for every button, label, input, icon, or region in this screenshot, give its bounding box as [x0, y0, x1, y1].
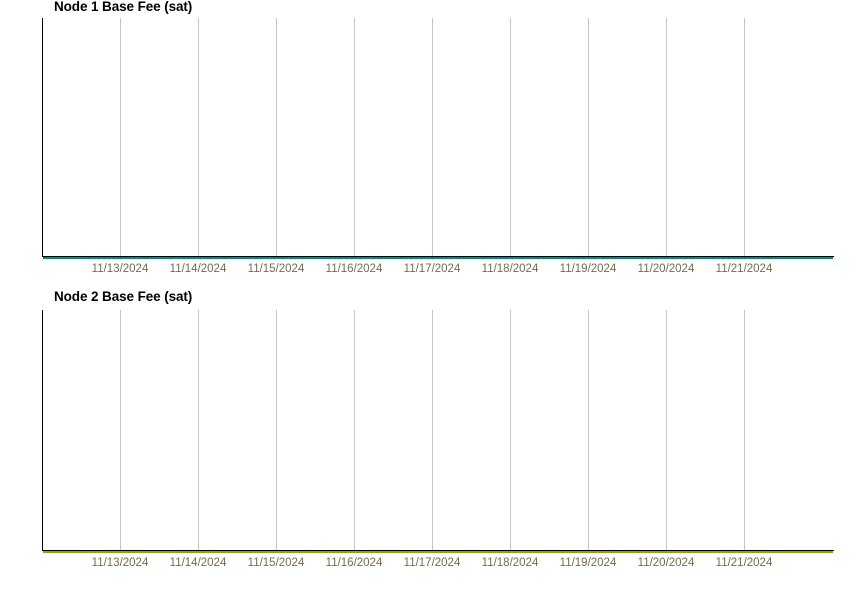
gridline — [666, 310, 667, 550]
x-tick-labels-node-1: 11/13/2024 11/14/2024 11/15/2024 11/16/2… — [42, 262, 833, 278]
series-line-node-1-base-fee — [43, 257, 833, 259]
x-tick-label: 11/20/2024 — [637, 557, 695, 569]
y-axis-node-1 — [42, 18, 43, 257]
x-tick-label: 11/17/2024 — [403, 557, 461, 569]
gridline — [354, 310, 355, 550]
chart-title-node-1: Node 1 Base Fee (sat) — [54, 0, 193, 14]
x-tick-label: 11/15/2024 — [247, 557, 305, 569]
x-tick-label: 11/13/2024 — [91, 557, 149, 569]
gridline — [198, 18, 199, 256]
x-tick-label: 11/16/2024 — [325, 263, 383, 275]
x-tick-label: 11/18/2024 — [481, 557, 539, 569]
x-axis-node-1 — [42, 256, 834, 257]
gridline — [588, 310, 589, 550]
x-axis-node-2 — [42, 550, 834, 551]
chart-node-2-base-fee: Node 2 Base Fee (sat) 11/13/2024 11/14/2… — [0, 290, 860, 582]
gridline — [276, 18, 277, 256]
gridline — [120, 18, 121, 256]
x-tick-label: 11/21/2024 — [715, 557, 773, 569]
x-tick-label: 11/15/2024 — [247, 263, 305, 275]
x-tick-label: 11/21/2024 — [715, 263, 773, 275]
gridline — [198, 310, 199, 550]
x-tick-label: 11/19/2024 — [559, 557, 617, 569]
x-tick-label: 11/14/2024 — [169, 263, 227, 275]
x-tick-label: 11/17/2024 — [403, 263, 461, 275]
plot-area-node-1 — [42, 18, 833, 256]
chart-node-1-base-fee: Node 1 Base Fee (sat) 11/13/2024 11/14/2… — [0, 0, 860, 292]
plot-area-node-2 — [42, 310, 833, 550]
gridline — [432, 310, 433, 550]
y-axis-node-2 — [42, 310, 43, 551]
gridline — [276, 310, 277, 550]
x-tick-label: 11/16/2024 — [325, 557, 383, 569]
x-tick-label: 11/18/2024 — [481, 263, 539, 275]
x-tick-label: 11/20/2024 — [637, 263, 695, 275]
gridline — [588, 18, 589, 256]
chart-title-node-2: Node 2 Base Fee (sat) — [54, 289, 193, 304]
gridline — [354, 18, 355, 256]
x-tick-label: 11/19/2024 — [559, 263, 617, 275]
series-line-node-2-base-fee — [43, 551, 833, 553]
gridline — [744, 18, 745, 256]
x-tick-label: 11/13/2024 — [91, 263, 149, 275]
gridline — [666, 18, 667, 256]
gridline — [510, 18, 511, 256]
gridline — [744, 310, 745, 550]
x-tick-labels-node-2: 11/13/2024 11/14/2024 11/15/2024 11/16/2… — [42, 556, 833, 572]
gridline — [510, 310, 511, 550]
x-tick-label: 11/14/2024 — [169, 557, 227, 569]
gridline — [432, 18, 433, 256]
gridline — [120, 310, 121, 550]
